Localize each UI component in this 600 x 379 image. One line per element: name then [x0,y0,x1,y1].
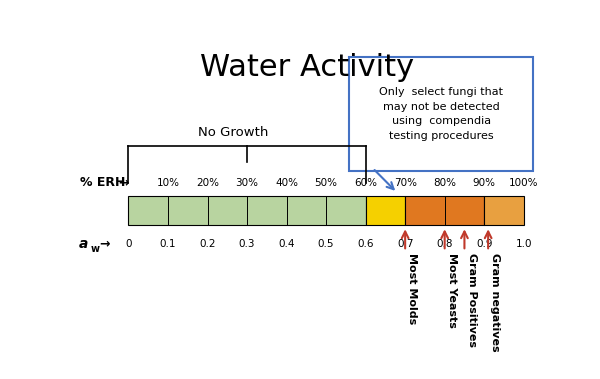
FancyBboxPatch shape [484,196,524,225]
Text: Most Molds: Most Molds [407,253,418,324]
Text: 70%: 70% [394,178,416,188]
Text: 80%: 80% [433,178,456,188]
Text: 10%: 10% [157,178,179,188]
Text: 0.7: 0.7 [397,239,413,249]
Text: 0.3: 0.3 [239,239,256,249]
Text: 0.9: 0.9 [476,239,493,249]
Text: 40%: 40% [275,178,298,188]
Text: Gram Positives: Gram Positives [467,253,477,347]
Text: 100%: 100% [509,178,538,188]
Text: 0.1: 0.1 [160,239,176,249]
Text: No Growth: No Growth [198,126,268,139]
FancyBboxPatch shape [349,57,533,171]
Text: % ERH: % ERH [80,176,125,189]
Text: 0.8: 0.8 [436,239,453,249]
FancyBboxPatch shape [128,196,365,225]
Text: 20%: 20% [196,178,219,188]
FancyBboxPatch shape [365,196,405,225]
Text: 60%: 60% [354,178,377,188]
Text: Water Activity: Water Activity [200,53,415,82]
Text: a: a [79,237,88,251]
Text: 0.2: 0.2 [199,239,216,249]
Text: →: → [118,176,129,189]
Text: Gram negatives: Gram negatives [490,253,500,351]
Text: 1.0: 1.0 [515,239,532,249]
Text: 30%: 30% [236,178,259,188]
Text: 0.6: 0.6 [358,239,374,249]
Text: 0.4: 0.4 [278,239,295,249]
Text: Most Yeasts: Most Yeasts [447,253,457,327]
Text: 90%: 90% [473,178,496,188]
Text: w: w [91,244,100,254]
Text: 0.5: 0.5 [318,239,334,249]
FancyBboxPatch shape [405,196,484,225]
Text: →: → [99,237,110,251]
Text: 0: 0 [125,239,132,249]
Text: 50%: 50% [314,178,338,188]
Text: Only  select fungi that
may not be detected
using  compendia
testing procedures: Only select fungi that may not be detect… [379,87,503,141]
